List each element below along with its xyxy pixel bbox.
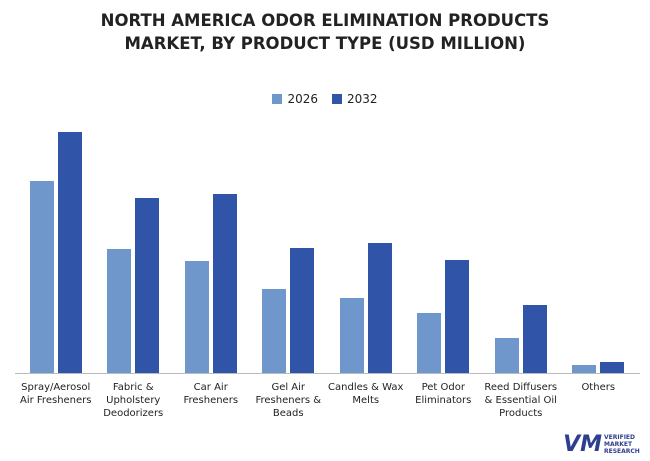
x-tick-label: Others — [581, 382, 616, 393]
x-axis — [15, 373, 640, 374]
x-tick-label: Pet Odor Eliminators — [415, 382, 472, 406]
x-tick-label: Reed Diffusers & Essential Oil Products — [484, 382, 558, 419]
chart-title: NORTH AMERICA ODOR ELIMINATION PRODUCTS … — [100, 11, 550, 53]
bar — [522, 305, 547, 373]
watermark: VERIFIED MARKET RESEARCH — [604, 434, 640, 455]
legend-swatch — [332, 94, 342, 104]
bar — [367, 243, 392, 373]
logo: VM — [563, 432, 602, 457]
legend-item: 2032 — [332, 92, 378, 106]
bar — [29, 180, 54, 373]
bar — [57, 132, 82, 373]
x-tick-label: Fabric & Upholstery Deodorizers — [103, 382, 164, 419]
bar — [600, 361, 625, 373]
bar — [417, 313, 442, 373]
legend-label: 2026 — [287, 92, 318, 106]
bar — [135, 197, 160, 373]
bar — [262, 289, 287, 373]
x-tick-label: Spray/Aerosol Air Fresheners — [20, 382, 92, 406]
bar — [184, 260, 209, 373]
legend-swatch — [272, 94, 283, 104]
legend-label: 2032 — [347, 92, 378, 106]
bar — [339, 298, 364, 373]
legend-item: 2026 — [272, 92, 318, 106]
x-tick-label: Car Air Fresheners — [183, 382, 239, 406]
bar — [290, 247, 315, 373]
bar — [572, 364, 597, 373]
bar — [107, 248, 132, 373]
bar — [494, 337, 519, 373]
bar — [212, 193, 237, 373]
x-tick-label: Candles & Wax Melts — [328, 382, 404, 406]
x-tick-label: Gel Air Fresheners & Beads — [255, 382, 322, 419]
bar — [445, 259, 470, 373]
legend: 2026 2032 — [0, 92, 650, 106]
